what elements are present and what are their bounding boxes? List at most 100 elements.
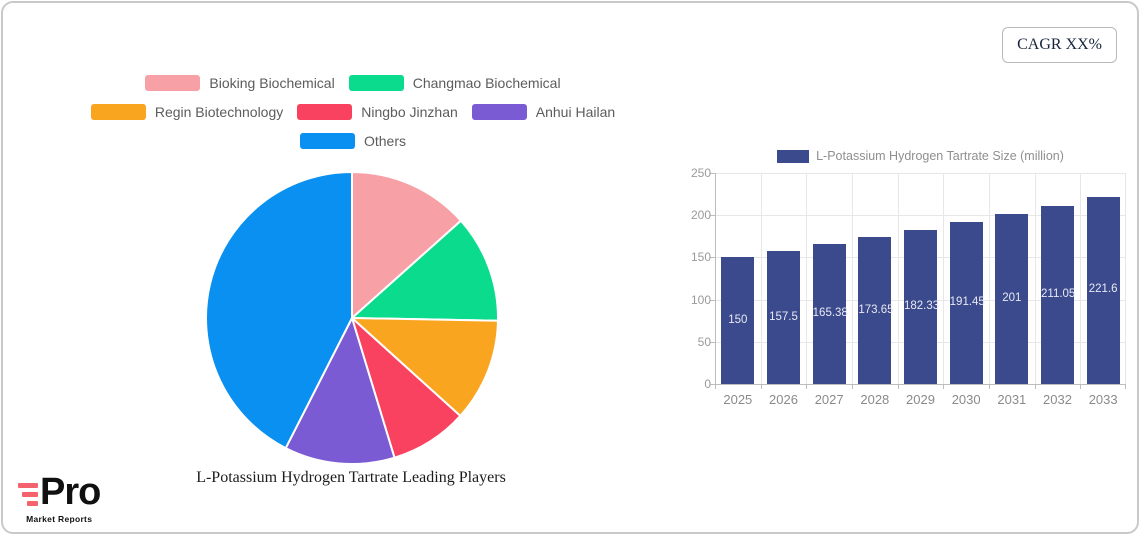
bar-2031[interactable]: [995, 214, 1029, 384]
bar-value-label: 191.45: [949, 296, 985, 309]
pie-legend-swatch: [299, 133, 355, 149]
gridline-horizontal: [715, 384, 1126, 385]
bar-value-label: 182.33: [904, 300, 940, 313]
x-axis-label: 2029: [906, 392, 935, 407]
bar-value-label: 157.5: [769, 310, 798, 323]
pie-legend-row: Others: [63, 131, 643, 151]
gridline-vertical: [852, 173, 853, 384]
pie-svg: [204, 171, 499, 465]
bar-2028[interactable]: [858, 237, 892, 384]
bar-legend-swatch: [777, 149, 810, 163]
logo-name: Pro: [40, 471, 101, 513]
bar-legend-label: L-Potassium Hydrogen Tartrate Size (mill…: [816, 149, 1064, 163]
bar-value-label: 201: [1002, 292, 1022, 305]
gridline-vertical: [897, 173, 899, 384]
x-axis-label: 2028: [860, 392, 890, 407]
pie-legend: Bioking Biochemical Changmao Biochemical R…: [63, 73, 643, 160]
bar-value-label: 211.05: [1041, 287, 1076, 300]
pie-legend-swatch: [348, 75, 404, 91]
gridline-vertical: [1034, 173, 1036, 384]
gridline-vertical: [989, 173, 990, 384]
pie-legend-row: Bioking Biochemical Changmao Biochemical: [63, 73, 643, 93]
gridline-vertical: [760, 173, 762, 384]
pie-legend-item[interactable]: Bioking Biochemical: [145, 75, 335, 91]
logo-subtitle: Market Reports: [26, 514, 93, 524]
gridline-vertical: [943, 173, 945, 384]
x-axis-tick: [989, 384, 990, 389]
y-axis-tick-label: 100: [690, 292, 711, 307]
x-axis-label: 2030: [951, 392, 981, 407]
bar-2027[interactable]: [812, 244, 846, 384]
bar-plot-area: 0 50 100 150 200 250 150 157.5 165.38 173.65 182.3…: [691, 166, 1126, 391]
bar-value-label: 165.38: [812, 307, 848, 320]
bar-chart-legend-item[interactable]: L-Potassium Hydrogen Tartrate Size (mill…: [715, 149, 1126, 163]
gridline-horizontal: [715, 173, 1126, 174]
y-axis-tick: [710, 341, 715, 343]
pie-legend-label: Regin Biotechnology: [154, 104, 284, 120]
pie-chart-title: L-Potassium Hydrogen Tartrate Leading Pl…: [196, 469, 506, 486]
pie-legend-swatch: [145, 75, 201, 91]
y-axis-tick-label: 150: [690, 250, 711, 265]
y-axis-tick: [710, 257, 715, 259]
pie-legend-label: Bioking Biochemical: [209, 75, 335, 91]
pie-chart: [203, 169, 501, 467]
x-axis-tick: [806, 384, 808, 389]
bar-2032[interactable]: [1041, 205, 1074, 384]
pro-market-reports-logo: Pro Market Reports: [18, 471, 101, 524]
x-axis-tick: [1125, 384, 1126, 389]
y-axis-tick-label: 200: [690, 208, 711, 223]
pie-legend-item[interactable]: Ningbo Jinzhan: [297, 104, 458, 120]
y-axis-tick: [710, 299, 715, 301]
pie-legend-item[interactable]: Others: [299, 133, 406, 149]
pie-legend-item[interactable]: Regin Biotechnology: [90, 104, 284, 120]
x-axis-label: 2025: [723, 392, 753, 407]
x-axis-tick: [852, 384, 853, 389]
y-axis-tick-label: 0: [704, 377, 711, 391]
pie-legend-label: Others: [363, 133, 406, 149]
pie-slice-changmao-biochemical[interactable]: [351, 219, 499, 322]
pie-legend-label: Ningbo Jinzhan: [361, 104, 458, 120]
x-axis-label: 2027: [814, 392, 844, 407]
pie-slice-bioking-biochemical[interactable]: [351, 171, 462, 319]
x-axis-tick: [715, 384, 716, 389]
pie-slice-regin-biotechnology[interactable]: [351, 317, 499, 417]
bar-2033[interactable]: [1086, 196, 1120, 384]
y-axis-tick-label: 50: [697, 334, 711, 349]
pie-legend-row: Regin Biotechnology Ningbo Jinzhan Anhui H…: [63, 102, 643, 122]
pie-legend-swatch: [297, 104, 353, 120]
y-axis-tick-label: 250: [690, 166, 711, 180]
x-axis-tick: [1034, 384, 1036, 389]
cagr-button[interactable]: CAGR XX%: [1002, 27, 1117, 63]
pie-slice-anhui-hailan[interactable]: [284, 317, 396, 465]
gridline-vertical: [1125, 173, 1126, 384]
bar-chart: L-Potassium Hydrogen Tartrate Size (mill…: [691, 145, 1137, 415]
x-axis-tick: [760, 384, 762, 389]
bar-value-label: 221.6: [1088, 283, 1118, 296]
bar-2025[interactable]: [721, 257, 755, 384]
logo-bars-icon: [18, 483, 38, 510]
y-axis-tick: [710, 173, 715, 174]
bar-2026[interactable]: [767, 251, 800, 384]
bar-2029[interactable]: [904, 230, 937, 384]
bar-value-label: 173.65: [858, 303, 894, 316]
pie-legend-label: Anhui Hailan: [535, 104, 616, 120]
pie-slice-others[interactable]: [204, 171, 353, 450]
x-axis-tick: [1080, 384, 1082, 389]
pie-legend-item[interactable]: Changmao Biochemical: [348, 75, 561, 91]
gridline-vertical: [806, 173, 808, 384]
pie-legend-item[interactable]: Anhui Hailan: [471, 104, 616, 120]
gridline-vertical: [1080, 173, 1082, 384]
x-axis-tick: [943, 384, 945, 389]
y-axis-tick: [710, 215, 715, 217]
bar-value-label: 150: [728, 313, 748, 326]
gridline-horizontal: [715, 215, 1126, 217]
x-axis-label: 2026: [769, 392, 798, 407]
y-axis-line: [715, 173, 716, 384]
bar-2030[interactable]: [949, 222, 983, 384]
x-axis-label: 2031: [997, 392, 1027, 407]
x-axis-label: 2033: [1088, 392, 1118, 407]
x-axis-tick: [897, 384, 899, 389]
y-axis-tick: [710, 384, 715, 385]
pie-legend-swatch: [471, 104, 527, 120]
